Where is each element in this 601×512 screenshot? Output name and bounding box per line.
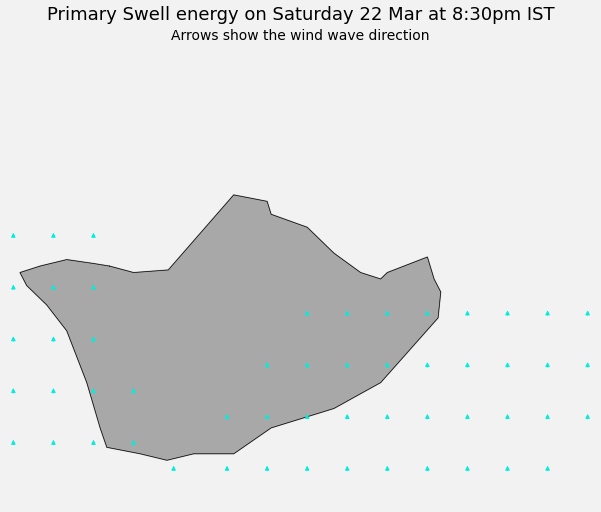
Text: Primary Swell energy on Saturday 22 Mar at 8:30pm IST: Primary Swell energy on Saturday 22 Mar … xyxy=(47,6,554,24)
Text: Arrows show the wind wave direction: Arrows show the wind wave direction xyxy=(171,29,430,43)
Polygon shape xyxy=(20,195,441,460)
